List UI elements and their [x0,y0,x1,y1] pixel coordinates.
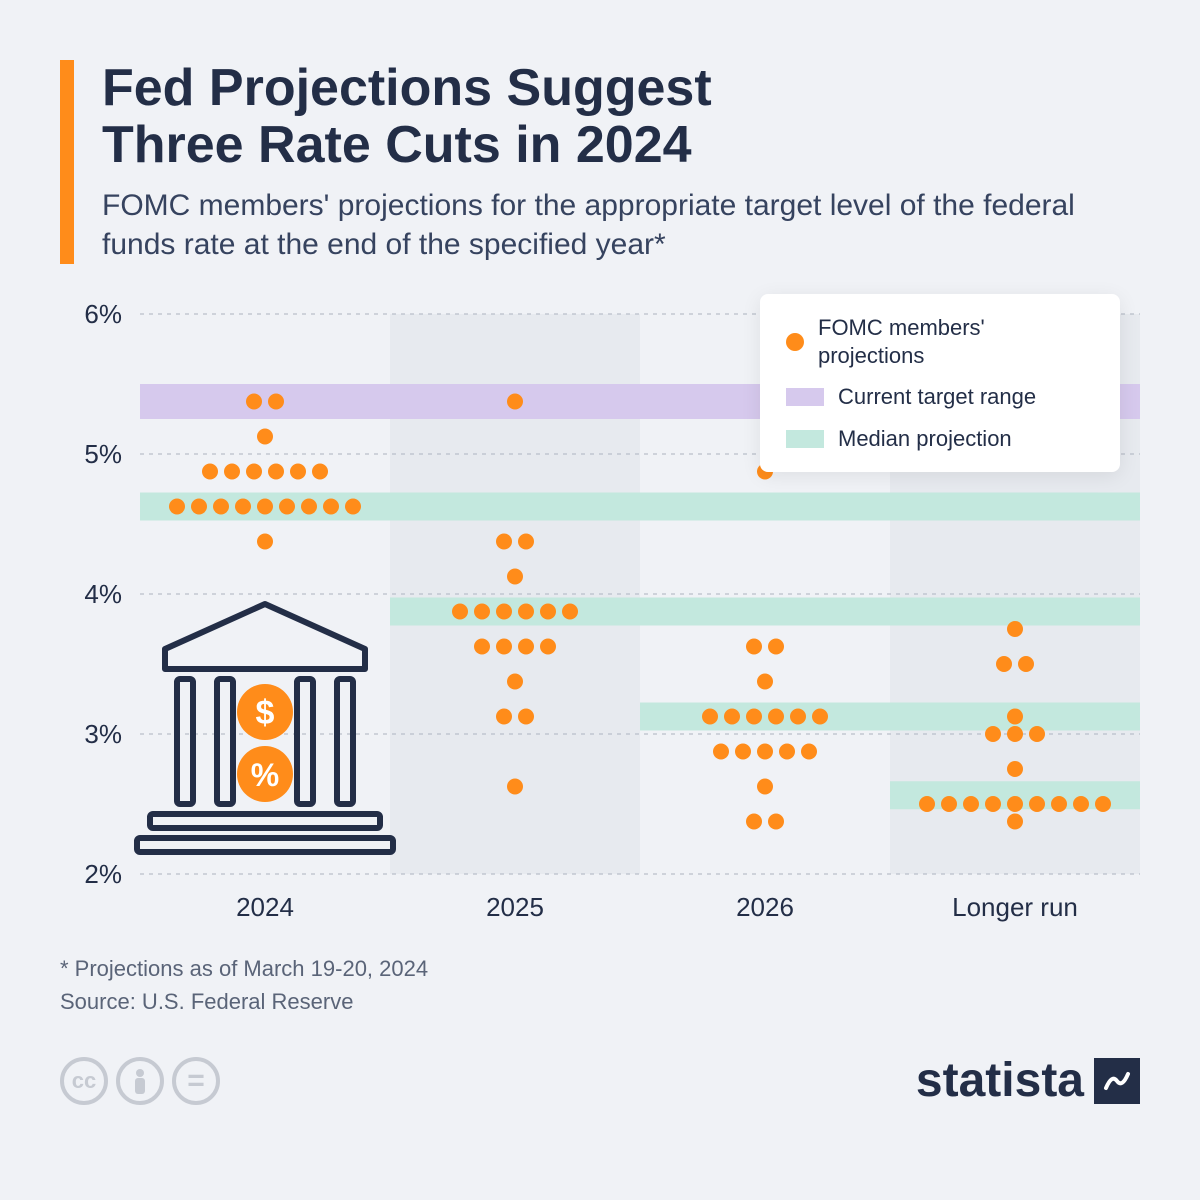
svg-text:2026: 2026 [736,892,794,922]
footnote-line2: Source: U.S. Federal Reserve [60,985,1140,1018]
svg-text:5%: 5% [84,439,122,469]
accent-bar [60,60,74,264]
svg-text:$: $ [256,694,275,732]
svg-text:2025: 2025 [486,892,544,922]
svg-text:4%: 4% [84,579,122,609]
svg-text:3%: 3% [84,719,122,749]
legend-label: Median projection [838,425,1012,453]
page-subtitle: FOMC members' projections for the approp… [102,186,1140,264]
footnote-line1: * Projections as of March 19-20, 2024 [60,952,1140,985]
svg-text:Longer run: Longer run [952,892,1078,922]
dot-plot-chart: 2% 3% 4% 5% 6% 2024 2025 2026 Longer run $% FOMC … [60,294,1140,934]
brand-text: statista [916,1053,1084,1108]
cc-license-icons: cc = [60,1057,220,1105]
legend-item: Median projection [786,425,1094,453]
legend-item: FOMC members' projections [786,314,1094,369]
svg-text:%: % [251,757,279,793]
svg-text:6%: 6% [84,299,122,329]
legend-label: FOMC members' projections [818,314,1094,369]
header-texts: Fed Projections SuggestThree Rate Cuts i… [102,60,1140,264]
page-title: Fed Projections SuggestThree Rate Cuts i… [102,60,1140,174]
legend: FOMC members' projections Current target … [760,294,1120,472]
cc-icon: cc [60,1057,108,1105]
legend-item: Current target range [786,383,1094,411]
brand-logo: statista [916,1053,1140,1108]
cc-nd-icon: = [172,1057,220,1105]
svg-text:2024: 2024 [236,892,294,922]
footer: cc = statista [60,1053,1140,1108]
cc-byperson-icon [116,1057,164,1105]
legend-label: Current target range [838,383,1036,411]
svg-text:2%: 2% [84,859,122,889]
brand-mark-icon [1094,1058,1140,1104]
footnote: * Projections as of March 19-20, 2024 So… [60,952,1140,1018]
header: Fed Projections SuggestThree Rate Cuts i… [60,60,1140,264]
